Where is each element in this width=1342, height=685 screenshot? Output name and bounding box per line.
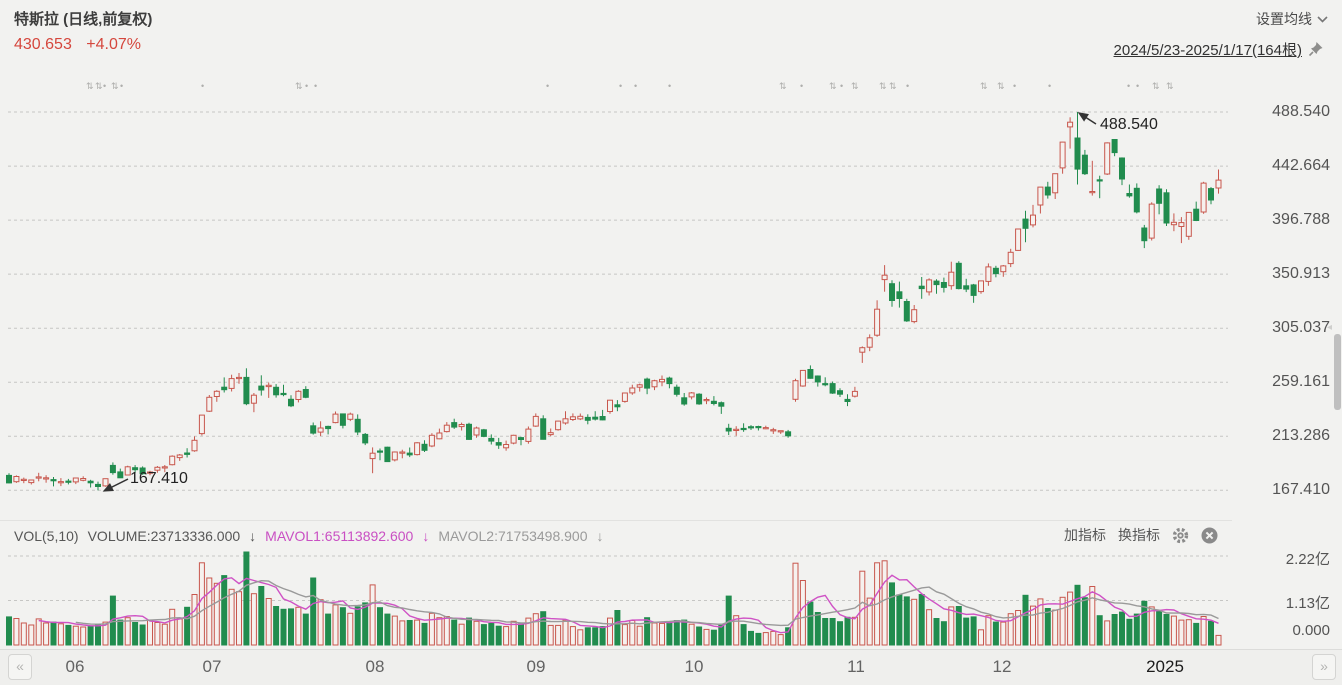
scroll-left-button[interactable]: « [8, 654, 32, 680]
price-line: 430.653 +4.07% [14, 36, 141, 54]
trade-event-icon[interactable]: ⇅ [111, 81, 119, 91]
price-tick-label: 488.540 [1272, 103, 1330, 120]
month-tick-label: 06 [65, 657, 85, 676]
trade-event-icon[interactable]: ⇅ [95, 81, 103, 91]
dot-event-icon[interactable]: • [906, 81, 910, 91]
dot-event-icon[interactable]: • [1127, 81, 1131, 91]
price-tick-label: 442.664 [1272, 157, 1330, 175]
trade-event-icon[interactable]: ⇅ [1166, 81, 1174, 91]
dot-event-icon[interactable]: • [314, 81, 318, 91]
chevron-down-icon [1317, 15, 1328, 23]
dot-event-icon[interactable]: • [1136, 81, 1140, 91]
trade-event-icon[interactable]: ⇅ [1152, 81, 1160, 91]
dot-event-icon[interactable]: • [800, 81, 804, 91]
trade-event-icon[interactable]: ⇅ [295, 81, 303, 91]
dot-event-icon[interactable]: • [201, 81, 205, 91]
low-annotation: 167.410 [130, 470, 188, 487]
trade-event-icon[interactable]: ⇅ [829, 81, 837, 91]
trade-event-icon[interactable]: ⇅ [879, 81, 887, 91]
price-tick-label: 167.410 [1272, 481, 1330, 499]
dot-event-icon[interactable]: • [1048, 81, 1052, 91]
dot-event-icon[interactable]: • [103, 81, 107, 91]
volume-tick-label: 2.22亿 [1285, 551, 1330, 568]
price-tick-label: 350.913 [1272, 265, 1330, 283]
date-range-link[interactable]: 2024/5/23-2025/1/17(164根) [1113, 42, 1302, 59]
dot-event-icon[interactable]: • [668, 81, 672, 91]
pin-icon[interactable] [1308, 40, 1326, 58]
trade-event-icon[interactable]: ⇅ [889, 81, 897, 91]
vol-indicator-label[interactable]: VOL(5,10) [14, 528, 79, 544]
page-title: 特斯拉 (日线,前复权) [14, 11, 153, 28]
mavol1-value: MAVOL1:65113892.600 [265, 528, 414, 544]
last-price: 430.653 [14, 36, 72, 53]
month-tick-label: 12 [992, 657, 1012, 676]
dot-event-icon[interactable]: • [546, 81, 550, 91]
mavol2-value: MAVOL2:71753498.900 [438, 528, 588, 544]
scrollbar-collapse-icon[interactable]: ◂ [1326, 322, 1332, 333]
dot-event-icon[interactable]: • [619, 81, 623, 91]
dot-event-icon[interactable]: • [1013, 81, 1017, 91]
volume-tick-label: 0.000 [1292, 622, 1330, 639]
add-indicator-button[interactable]: 加指标 [1064, 527, 1106, 543]
dot-event-icon[interactable]: • [120, 81, 124, 91]
change-percent: +4.07% [86, 36, 142, 53]
time-axis-strip [0, 649, 1342, 685]
volume-tick-label: 1.13亿 [1285, 595, 1330, 612]
trade-event-icon[interactable]: ⇅ [980, 81, 988, 91]
month-tick-label: 11 [847, 657, 865, 676]
volume-indicator-header: VOL(5,10) VOLUME:23713336.000 ↓ MAVOL1:6… [14, 524, 604, 548]
switch-indicator-button[interactable]: 换指标 [1118, 527, 1160, 543]
trade-event-icon[interactable]: ⇅ [779, 81, 787, 91]
dot-event-icon[interactable]: • [840, 81, 844, 91]
high-annotation: 488.540 [1100, 116, 1158, 133]
dot-event-icon[interactable]: • [634, 81, 638, 91]
volume-value: VOLUME:23713336.000 [87, 528, 241, 544]
dot-event-icon[interactable]: • [305, 81, 309, 91]
scroll-right-button[interactable]: » [1312, 654, 1336, 680]
month-tick-label: 07 [202, 657, 222, 676]
price-tick-label: 305.037 [1272, 319, 1330, 337]
pane-divider [0, 520, 1232, 521]
trade-event-icon[interactable]: ⇅ [851, 81, 859, 91]
ma-settings-button[interactable]: 设置均线 [1256, 9, 1328, 29]
vertical-scrollbar-thumb[interactable] [1334, 334, 1341, 410]
event-marker-row: ⇅ ⇅ • ⇅ • • ⇅ • • • • • • ⇅ • ⇅ • ⇅ ⇅ ⇅ • ⇅ ⇅ • • • • ⇅ ⇅ [0, 78, 1232, 96]
mavol1-down-arrow-icon: ↓ [422, 528, 430, 544]
mavol2-down-arrow-icon: ↓ [596, 528, 604, 544]
ma-settings-label: 设置均线 [1256, 11, 1312, 27]
price-tick-label: 259.161 [1272, 373, 1330, 391]
trade-event-icon[interactable]: ⇅ [86, 81, 94, 91]
volume-down-arrow-icon: ↓ [249, 528, 257, 544]
month-tick-label: 09 [526, 657, 546, 676]
month-tick-label: 2025 [1146, 657, 1184, 676]
trade-event-icon[interactable]: ⇅ [997, 81, 1005, 91]
price-tick-label: 213.286 [1272, 427, 1330, 445]
month-tick-label: 10 [684, 657, 704, 676]
gear-icon[interactable] [1172, 527, 1189, 544]
close-indicator-icon[interactable] [1201, 527, 1218, 544]
price-tick-label: 396.788 [1272, 211, 1330, 229]
month-tick-label: 08 [365, 657, 385, 676]
indicator-actions: 加指标 换指标 [1064, 522, 1218, 548]
